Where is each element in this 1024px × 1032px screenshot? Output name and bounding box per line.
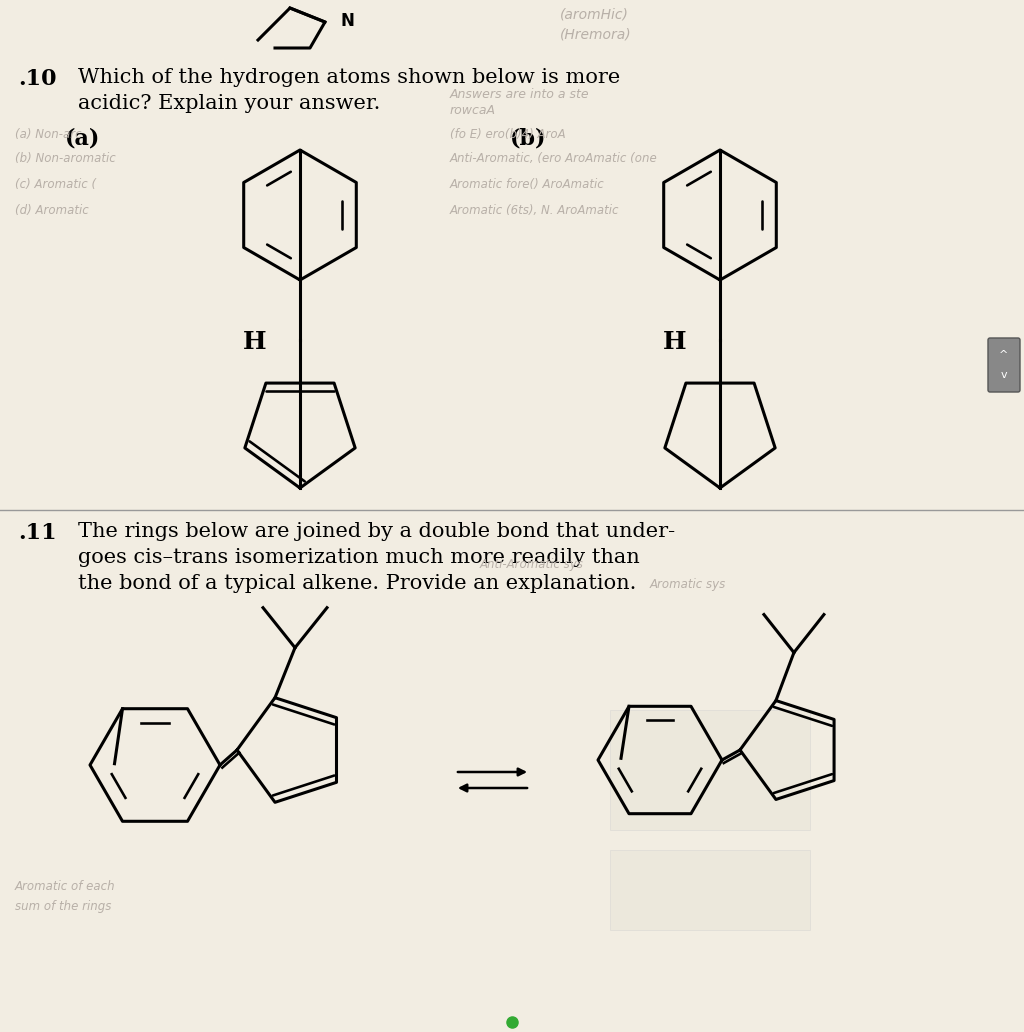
Text: H: H	[243, 330, 267, 354]
Text: Aromatic of each: Aromatic of each	[15, 880, 116, 893]
Text: rowcaA: rowcaA	[450, 104, 496, 117]
Text: the bond of a typical alkene. Provide an explanation.: the bond of a typical alkene. Provide an…	[78, 574, 636, 593]
Text: Answers are into a ste: Answers are into a ste	[450, 88, 590, 101]
Text: Anti-Aromatic, (ero AroAmatic (one: Anti-Aromatic, (ero AroAmatic (one	[450, 152, 657, 165]
Text: acidic? Explain your answer.: acidic? Explain your answer.	[78, 94, 380, 112]
Text: (d) Aromatic: (d) Aromatic	[15, 204, 89, 217]
Text: (Hremora): (Hremora)	[560, 28, 632, 42]
Text: The rings below are joined by a double bond that under-: The rings below are joined by a double b…	[78, 522, 675, 541]
Text: ^: ^	[999, 350, 1009, 360]
FancyBboxPatch shape	[988, 338, 1020, 392]
Text: (a): (a)	[65, 128, 100, 150]
Text: .10: .10	[18, 68, 56, 90]
Text: (aromHic): (aromHic)	[560, 8, 629, 22]
Text: (b): (b)	[510, 128, 547, 150]
Text: (a) Non-arc: (a) Non-arc	[15, 128, 82, 141]
Bar	[610, 710, 810, 830]
Text: Aromatic sys: Aromatic sys	[650, 578, 726, 591]
Text: .11: .11	[18, 522, 56, 544]
Text: Aromatic fore() AroAmatic: Aromatic fore() AroAmatic	[450, 178, 605, 191]
Text: Aromatic (6ts), N. AroAmatic: Aromatic (6ts), N. AroAmatic	[450, 204, 620, 217]
Bar	[610, 850, 810, 930]
Text: (b) Non-aromatic: (b) Non-aromatic	[15, 152, 116, 165]
Text: (c) Aromatic (: (c) Aromatic (	[15, 178, 96, 191]
Text: v: v	[1000, 370, 1008, 380]
Text: N: N	[340, 12, 354, 30]
Text: Anti-Aromatic sys: Anti-Aromatic sys	[480, 558, 584, 571]
Text: H: H	[664, 330, 687, 354]
Text: (fo E) ero(b)4) AroA: (fo E) ero(b)4) AroA	[450, 128, 565, 141]
Text: sum of the rings: sum of the rings	[15, 900, 112, 913]
Text: goes cis–trans isomerization much more readily than: goes cis–trans isomerization much more r…	[78, 548, 640, 567]
Text: Which of the hydrogen atoms shown below is more: Which of the hydrogen atoms shown below …	[78, 68, 621, 87]
